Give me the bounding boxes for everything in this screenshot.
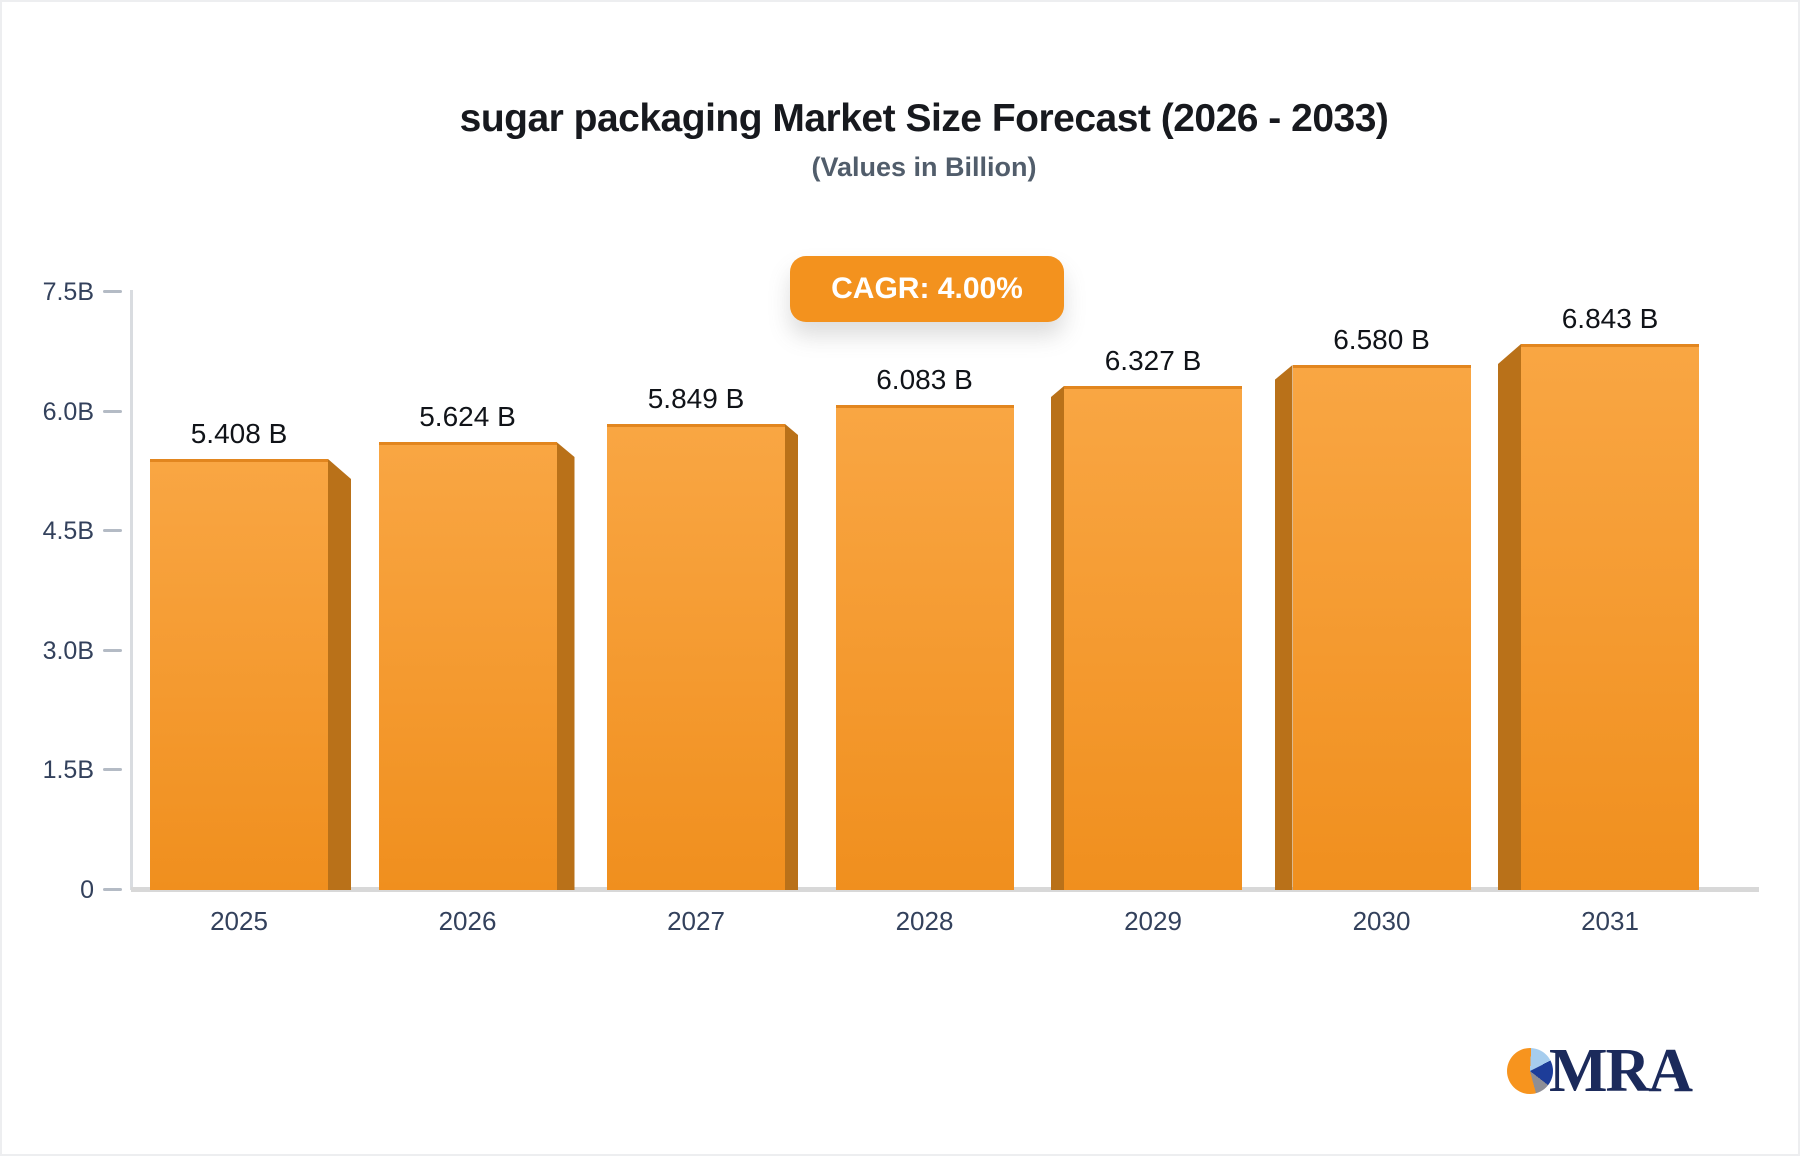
y-axis-label: 1.5B — [42, 756, 94, 785]
bar-2026[interactable] — [378, 442, 557, 890]
x-axis-label: 2028 — [895, 906, 954, 936]
x-axis-label: 2026 — [438, 906, 497, 936]
x-axis-label: 2030 — [1352, 906, 1411, 936]
y-axis-line — [130, 290, 133, 890]
bar-side-face — [556, 442, 575, 890]
bar-side-face — [328, 459, 351, 890]
bar-value-label: 6.843 B — [1561, 303, 1659, 334]
bar-value-label: 5.408 B — [190, 418, 288, 449]
bar-side-face — [785, 424, 798, 890]
x-axis-label: 2031 — [1581, 906, 1639, 936]
bar-2025[interactable] — [150, 459, 328, 890]
x-axis-label: 2025 — [210, 906, 268, 936]
bar-2027[interactable] — [607, 424, 785, 890]
bar-2029[interactable] — [1064, 386, 1242, 890]
mra-pie-icon — [1507, 1048, 1553, 1094]
y-axis-label: 4.5B — [42, 517, 94, 546]
bar-2031[interactable] — [1521, 344, 1699, 890]
y-axis-label: 0 — [80, 876, 94, 904]
chart-title: sugar packaging Market Size Forecast (20… — [459, 97, 1389, 140]
bar-side-face — [1498, 344, 1521, 890]
bar-value-label: 5.624 B — [419, 401, 516, 432]
x-axis-label: 2027 — [667, 906, 725, 936]
bar-value-label: 6.083 B — [876, 364, 973, 395]
y-axis-tick — [103, 768, 122, 772]
y-axis-label: 6.0B — [42, 397, 94, 426]
mra-logo-text: MRA — [1549, 1037, 1693, 1105]
cagr-badge: CAGR: 4.00% — [790, 256, 1064, 322]
y-axis-tick — [103, 290, 122, 293]
bar-2028[interactable] — [835, 405, 1014, 890]
y-axis-tick — [103, 888, 122, 891]
y-axis-tick — [103, 529, 122, 533]
y-axis-label: 3.0B — [42, 636, 94, 665]
bar-value-label: 5.849 B — [647, 383, 745, 414]
bar-side-face — [1051, 386, 1064, 890]
y-axis-label: 7.5B — [42, 278, 94, 306]
mra-logo: MRA — [1507, 1037, 1693, 1105]
y-axis-tick — [103, 648, 122, 652]
bar-value-label: 6.580 B — [1333, 324, 1430, 355]
bar-side-face — [1274, 365, 1293, 890]
bar-value-label: 6.327 B — [1104, 345, 1202, 376]
bar-2030[interactable] — [1292, 365, 1471, 890]
y-axis-tick — [103, 409, 122, 413]
x-axis-label: 2029 — [1124, 906, 1182, 936]
chart-subtitle: (Values in Billion) — [811, 152, 1037, 182]
